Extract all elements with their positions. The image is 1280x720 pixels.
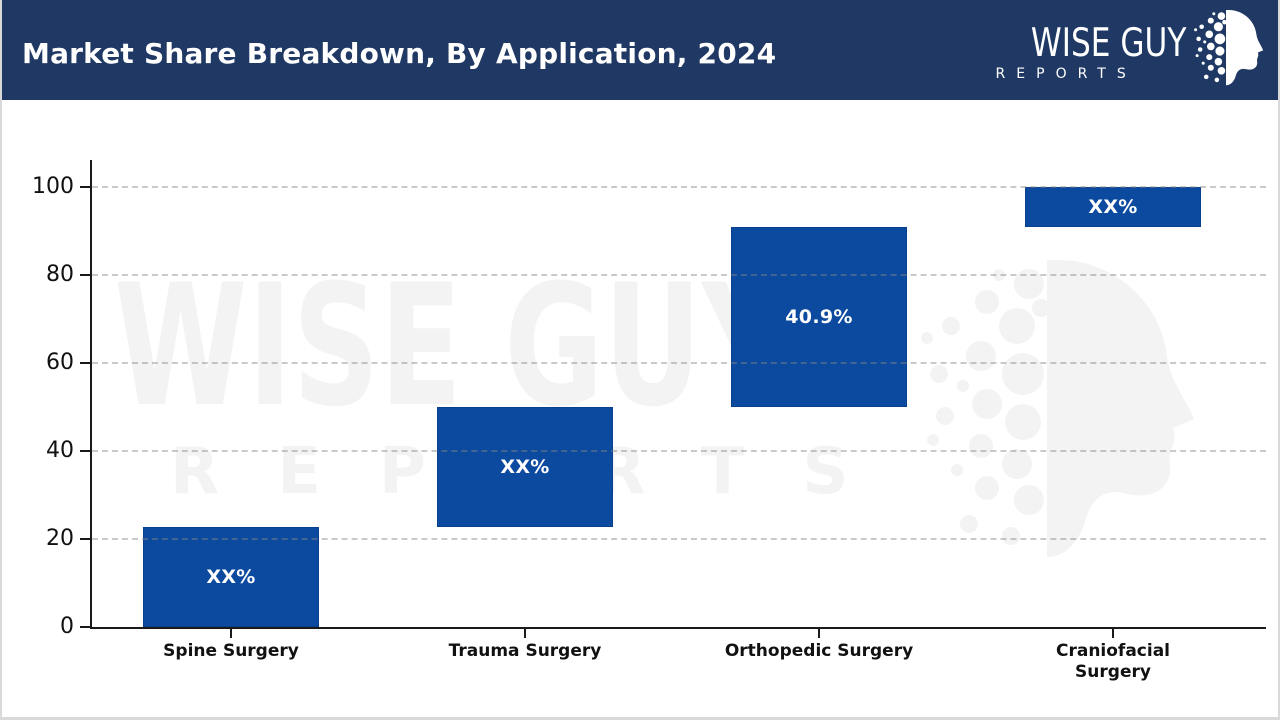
x-category-label: Orthopedic Surgery: [724, 641, 914, 661]
bar-value-label: 40.9%: [785, 306, 853, 328]
gridline: [92, 538, 1266, 540]
x-category-label: Craniofacial Surgery: [1055, 641, 1170, 682]
x-tick-mark: [1112, 629, 1114, 638]
y-tick-mark: [80, 186, 90, 188]
watermark-wiseguy-text: WISE GUY: [114, 248, 790, 444]
gridline: [92, 186, 1266, 188]
bar-value-label: XX%: [1088, 196, 1138, 219]
y-tick-label: 80: [46, 262, 74, 287]
gridline: [92, 450, 1266, 452]
y-tick-label: 40: [46, 438, 74, 463]
y-tick-label: 0: [60, 614, 74, 639]
y-tick-mark: [80, 538, 90, 540]
bar-value-label: XX%: [206, 566, 256, 589]
x-tick-mark: [524, 629, 526, 638]
y-axis-line: [90, 160, 92, 629]
logo-wiseguy-text: WISE GUY: [1030, 21, 1186, 66]
logo-text: WISE GUY REPORTS: [992, 24, 1186, 82]
y-tick-mark: [80, 450, 90, 452]
y-tick-label: 20: [46, 526, 74, 551]
x-axis-line: [90, 627, 1266, 629]
y-tick-mark: [80, 626, 90, 628]
bar-segment: 40.9%: [731, 227, 907, 407]
watermark-head-icon: [897, 210, 1197, 614]
y-tick-label: 100: [32, 174, 74, 199]
bar-segment: XX%: [1025, 187, 1201, 228]
bar-value-label: XX%: [500, 456, 550, 479]
wiseguy-logo: WISE GUY REPORTS: [992, 6, 1264, 94]
x-tick-mark: [818, 629, 820, 638]
header-bar: Market Share Breakdown, By Application, …: [2, 0, 1278, 100]
y-tick-label: 60: [46, 350, 74, 375]
x-tick-mark: [230, 629, 232, 638]
page-title: Market Share Breakdown, By Application, …: [22, 36, 777, 70]
bar-segment: XX%: [143, 527, 319, 627]
bar-segment: XX%: [437, 407, 613, 528]
y-tick-mark: [80, 274, 90, 276]
x-category-label: Trauma Surgery: [448, 641, 602, 661]
gridline: [92, 362, 1266, 364]
gridline: [92, 274, 1266, 276]
x-category-label: Spine Surgery: [163, 641, 299, 661]
wiseguy-head-icon: [1188, 6, 1264, 94]
logo-reports-text: REPORTS: [995, 66, 1137, 82]
y-tick-mark: [80, 362, 90, 364]
